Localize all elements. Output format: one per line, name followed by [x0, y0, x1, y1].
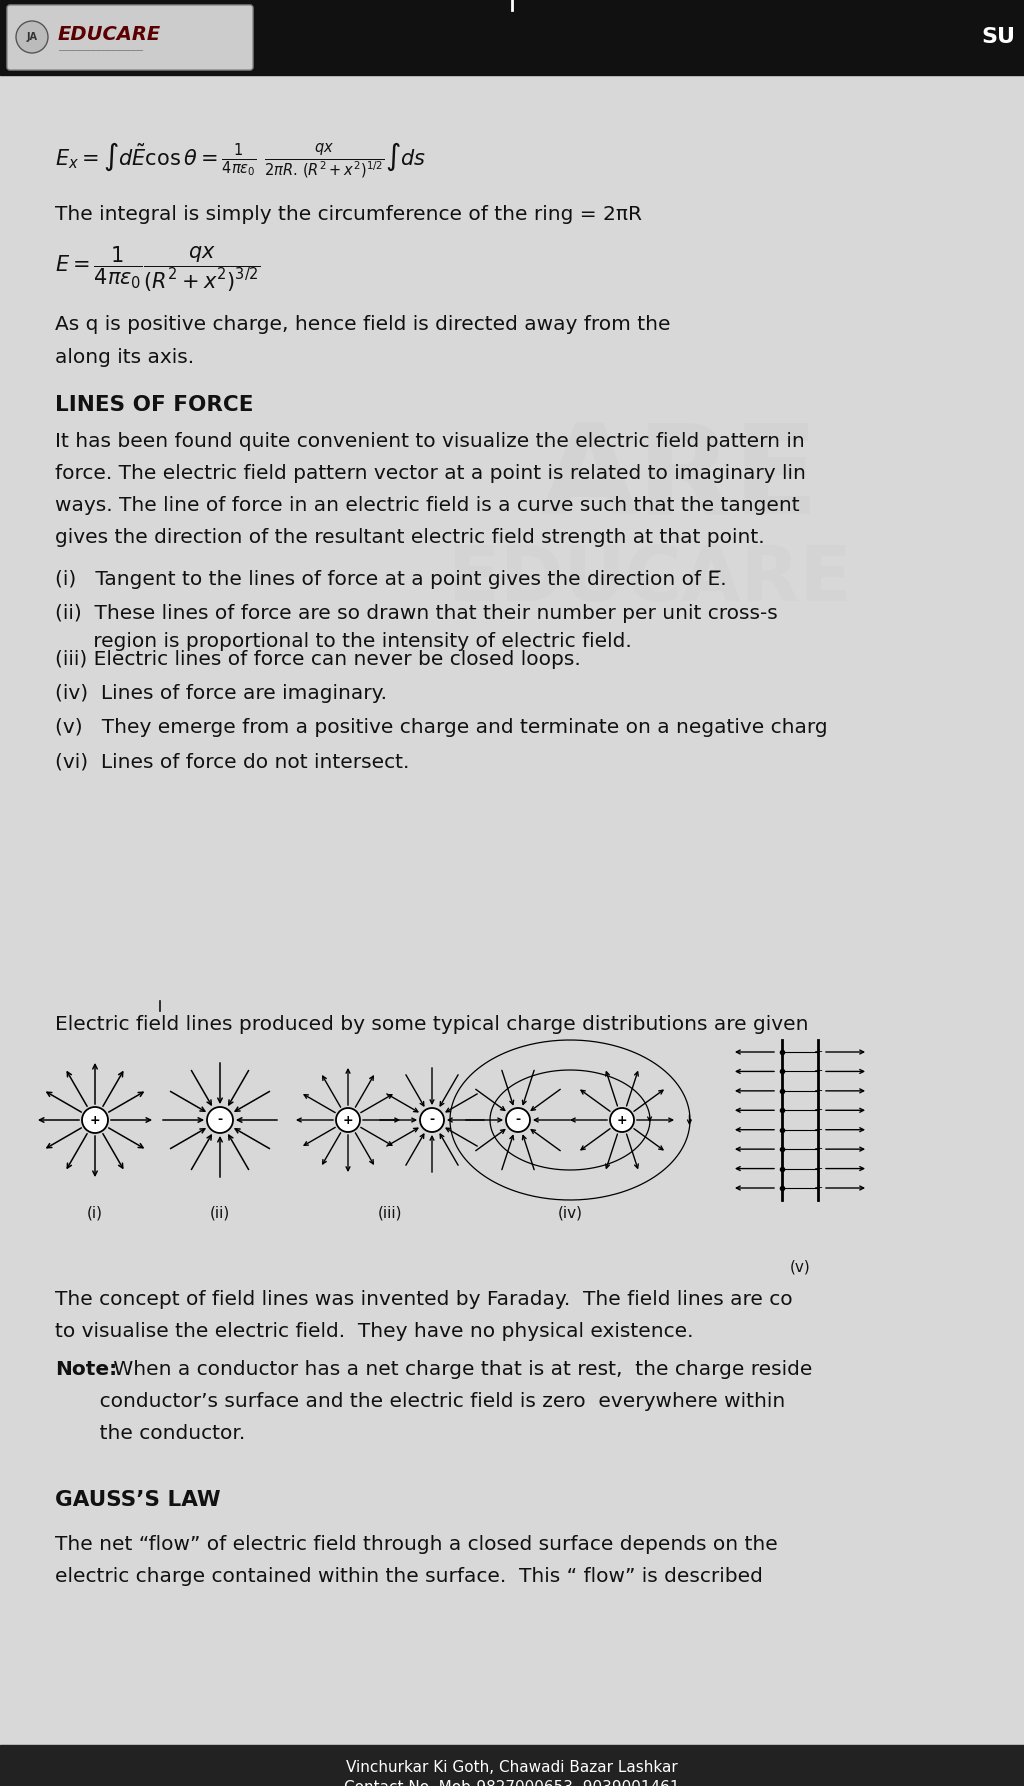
Text: (iii) Electric lines of force can never be closed loops.: (iii) Electric lines of force can never …	[55, 650, 581, 670]
Text: +: +	[343, 1113, 353, 1127]
Text: JA: JA	[27, 32, 38, 43]
Text: +: +	[90, 1113, 100, 1127]
Text: LINES OF FORCE: LINES OF FORCE	[55, 395, 254, 414]
Text: (ii)  These lines of force are so drawn that their number per unit cross-s: (ii) These lines of force are so drawn t…	[55, 604, 778, 623]
Circle shape	[420, 1107, 444, 1132]
Bar	[0, 1745, 1024, 1786]
Text: (v): (v)	[790, 1259, 810, 1275]
Text: $E = \dfrac{1}{4\pi\epsilon_0}\dfrac{qx}{\left(R^2+x^2\right)^{3/2}}$: $E = \dfrac{1}{4\pi\epsilon_0}\dfrac{qx}…	[55, 245, 260, 295]
Text: conductor’s surface and the electric field is zero  everywhere within: conductor’s surface and the electric fie…	[55, 1391, 785, 1411]
Text: (iv): (iv)	[557, 1206, 583, 1220]
Text: +: +	[813, 1066, 822, 1077]
Circle shape	[336, 1107, 360, 1132]
Text: region is proportional to the intensity of electric field.: region is proportional to the intensity …	[55, 632, 632, 652]
Text: -: -	[217, 1113, 222, 1127]
Text: $E_x = \int d\tilde{E}\cos\theta = \frac{1}{4\pi\epsilon_0}\ \frac{qx}{2\pi R.\,: $E_x = \int d\tilde{E}\cos\theta = \frac…	[55, 139, 426, 180]
Text: The integral is simply the circumference of the ring = 2πR: The integral is simply the circumference…	[55, 205, 642, 223]
Text: As q is positive charge, hence field is directed away from the: As q is positive charge, hence field is …	[55, 314, 671, 334]
Circle shape	[610, 1107, 634, 1132]
Text: electric charge contained within the surface.  This “ flow” is described: electric charge contained within the sur…	[55, 1566, 763, 1586]
Text: +: +	[813, 1182, 822, 1193]
Text: the conductor.: the conductor.	[55, 1423, 246, 1443]
FancyBboxPatch shape	[7, 5, 253, 70]
Text: (iii): (iii)	[378, 1206, 402, 1220]
Text: (vi)  Lines of force do not intersect.: (vi) Lines of force do not intersect.	[55, 752, 410, 772]
Text: +: +	[616, 1113, 628, 1127]
Text: SU: SU	[981, 27, 1015, 46]
Text: (ii): (ii)	[210, 1206, 230, 1220]
Text: (i)   Tangent to the lines of force at a point gives the direction of E̅.: (i) Tangent to the lines of force at a p…	[55, 570, 727, 589]
Text: Contact No. Mob-9827000653, 9039001461: Contact No. Mob-9827000653, 9039001461	[344, 1781, 680, 1786]
Text: ─────────────────: ─────────────────	[58, 45, 143, 55]
Text: +: +	[813, 1163, 822, 1173]
Circle shape	[207, 1107, 233, 1132]
Text: -: -	[429, 1113, 434, 1127]
Text: GAUSS’S LAW: GAUSS’S LAW	[55, 1490, 220, 1509]
Text: +: +	[813, 1145, 822, 1154]
Text: When a conductor has a net charge that is at rest,  the charge reside: When a conductor has a net charge that i…	[106, 1359, 812, 1379]
Text: +: +	[813, 1106, 822, 1114]
Text: ARE: ARE	[541, 420, 819, 541]
Text: (v)   They emerge from a positive charge and terminate on a negative charg: (v) They emerge from a positive charge a…	[55, 718, 827, 738]
Text: Vinchurkar Ki Goth, Chawadi Bazar Lashkar: Vinchurkar Ki Goth, Chawadi Bazar Lashka…	[346, 1759, 678, 1775]
Text: The net “flow” of electric field through a closed surface depends on the: The net “flow” of electric field through…	[55, 1534, 778, 1554]
Text: (iv)  Lines of force are imaginary.: (iv) Lines of force are imaginary.	[55, 684, 387, 704]
Text: to visualise the electric field.  They have no physical existence.: to visualise the electric field. They ha…	[55, 1322, 693, 1341]
Circle shape	[506, 1107, 530, 1132]
Bar	[0, 0, 1024, 75]
Text: (i): (i)	[87, 1206, 103, 1220]
Text: force. The electric field pattern vector at a point is related to imaginary lin: force. The electric field pattern vector…	[55, 464, 806, 482]
Circle shape	[82, 1107, 108, 1132]
Text: +: +	[813, 1086, 822, 1097]
Text: +: +	[813, 1047, 822, 1057]
Text: EDUCARE: EDUCARE	[449, 543, 852, 616]
Text: gives the direction of the resultant electric field strength at that point.: gives the direction of the resultant ele…	[55, 529, 765, 547]
Text: Note:: Note:	[55, 1359, 117, 1379]
Text: The concept of field lines was invented by Faraday.  The field lines are co: The concept of field lines was invented …	[55, 1289, 793, 1309]
Text: Electric field lines produced by some typical charge distributions are given: Electric field lines produced by some ty…	[55, 1014, 809, 1034]
Text: +: +	[813, 1125, 822, 1134]
Text: EDUCARE: EDUCARE	[58, 25, 161, 43]
Circle shape	[16, 21, 48, 54]
Text: -: -	[515, 1113, 520, 1127]
Text: It has been found quite convenient to visualize the electric field pattern in: It has been found quite convenient to vi…	[55, 432, 805, 452]
Text: along its axis.: along its axis.	[55, 348, 195, 366]
Text: ways. The line of force in an electric field is a curve such that the tangent: ways. The line of force in an electric f…	[55, 497, 800, 514]
